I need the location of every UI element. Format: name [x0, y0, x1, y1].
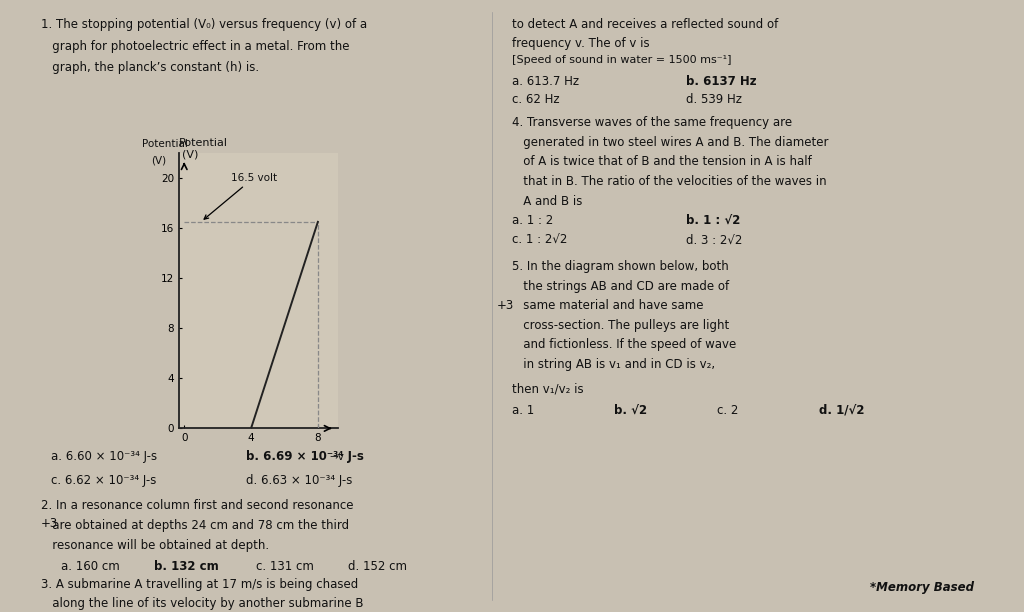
- Text: 4. Transverse waves of the same frequency are: 4. Transverse waves of the same frequenc…: [512, 116, 793, 129]
- Text: along the line of its velocity by another submarine B: along the line of its velocity by anothe…: [41, 597, 364, 610]
- Text: d. 539 Hz: d. 539 Hz: [686, 93, 742, 106]
- Text: are obtained at depths 24 cm and 78 cm the third: are obtained at depths 24 cm and 78 cm t…: [41, 519, 349, 532]
- Text: resonance will be obtained at depth.: resonance will be obtained at depth.: [41, 539, 269, 552]
- Text: d. 152 cm: d. 152 cm: [348, 560, 408, 573]
- Text: b. √2: b. √2: [614, 404, 647, 417]
- Text: Potential: Potential: [142, 139, 188, 149]
- Text: b. 1 : √2: b. 1 : √2: [686, 214, 740, 227]
- Text: generated in two steel wires A and B. The diameter: generated in two steel wires A and B. Th…: [512, 136, 828, 149]
- Text: A and B is: A and B is: [512, 195, 583, 207]
- Text: →v: →v: [330, 452, 344, 461]
- Text: of A is twice that of B and the tension in A is half: of A is twice that of B and the tension …: [512, 155, 812, 168]
- Text: a. 160 cm: a. 160 cm: [61, 560, 120, 573]
- Text: a. 613.7 Hz: a. 613.7 Hz: [512, 75, 580, 88]
- Text: then v₁/v₂ is: then v₁/v₂ is: [512, 382, 584, 395]
- Text: b. 6.69 × 10⁻³⁴ J-s: b. 6.69 × 10⁻³⁴ J-s: [246, 450, 364, 463]
- Text: c. 62 Hz: c. 62 Hz: [512, 93, 560, 106]
- Text: Potential: Potential: [179, 138, 228, 147]
- Text: frequency v. The of v is: frequency v. The of v is: [512, 37, 649, 50]
- Text: [Speed of sound in water = 1500 ms⁻¹]: [Speed of sound in water = 1500 ms⁻¹]: [512, 55, 731, 65]
- Text: that in B. The ratio of the velocities of the waves in: that in B. The ratio of the velocities o…: [512, 175, 826, 188]
- Text: 1. The stopping potential (V₀) versus frequency (v) of a: 1. The stopping potential (V₀) versus fr…: [41, 18, 367, 31]
- Text: *Memory Based: *Memory Based: [870, 581, 975, 594]
- Text: graph, the planck’s constant (h) is.: graph, the planck’s constant (h) is.: [41, 61, 259, 74]
- Text: to detect A and receives a reflected sound of: to detect A and receives a reflected sou…: [512, 18, 778, 31]
- Text: (V): (V): [182, 150, 199, 160]
- Text: +3: +3: [497, 299, 514, 312]
- Text: 2. In a resonance column first and second resonance: 2. In a resonance column first and secon…: [41, 499, 353, 512]
- Text: cross-section. The pulleys are light: cross-section. The pulleys are light: [512, 319, 729, 332]
- Text: c. 6.62 × 10⁻³⁴ J-s: c. 6.62 × 10⁻³⁴ J-s: [51, 474, 157, 487]
- Text: b. 132 cm: b. 132 cm: [154, 560, 218, 573]
- Text: d. 1/√2: d. 1/√2: [819, 404, 864, 417]
- Text: graph for photoelectric effect in a metal. From the: graph for photoelectric effect in a meta…: [41, 40, 349, 53]
- Text: +3: +3: [41, 517, 58, 530]
- Text: d. 3 : 2√2: d. 3 : 2√2: [686, 234, 742, 247]
- Text: b. 6137 Hz: b. 6137 Hz: [686, 75, 757, 88]
- Text: d. 6.63 × 10⁻³⁴ J-s: d. 6.63 × 10⁻³⁴ J-s: [246, 474, 352, 487]
- Text: 5. In the diagram shown below, both: 5. In the diagram shown below, both: [512, 260, 729, 273]
- Text: c. 2: c. 2: [717, 404, 738, 417]
- Text: a. 1: a. 1: [512, 404, 535, 417]
- Text: a. 1 : 2: a. 1 : 2: [512, 214, 553, 227]
- Text: and fictionless. If the speed of wave: and fictionless. If the speed of wave: [512, 338, 736, 351]
- Text: c. 1 : 2√2: c. 1 : 2√2: [512, 234, 567, 247]
- Text: 3. A submarine A travelling at 17 m/s is being chased: 3. A submarine A travelling at 17 m/s is…: [41, 578, 358, 591]
- Text: same material and have same: same material and have same: [512, 299, 703, 312]
- Text: (V): (V): [151, 155, 166, 165]
- Text: a. 6.60 × 10⁻³⁴ J-s: a. 6.60 × 10⁻³⁴ J-s: [51, 450, 158, 463]
- Text: in string AB is v₁ and in CD is v₂,: in string AB is v₁ and in CD is v₂,: [512, 358, 715, 371]
- Text: 16.5 volt: 16.5 volt: [204, 173, 278, 219]
- Text: c. 131 cm: c. 131 cm: [256, 560, 314, 573]
- Text: the strings AB and CD are made of: the strings AB and CD are made of: [512, 280, 729, 293]
